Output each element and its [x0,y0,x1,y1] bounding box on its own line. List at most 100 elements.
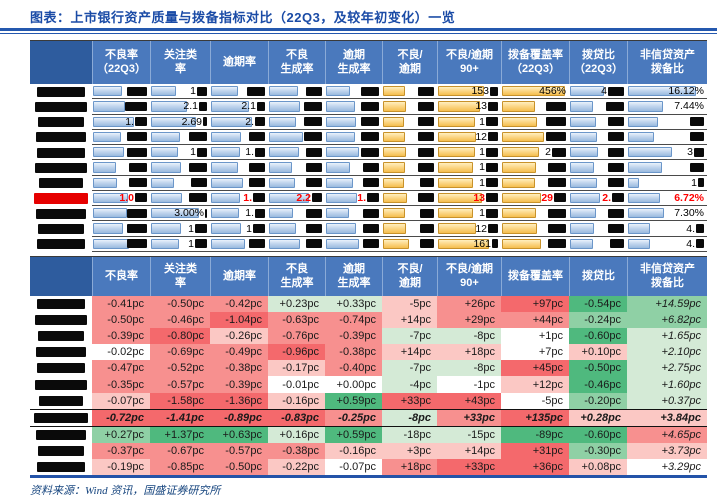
heatmap-cell: -0.39pc [92,328,150,345]
redacted-value [127,224,147,234]
bar-cell [501,130,569,146]
data-bar [502,101,535,112]
redacted-bank-label [37,299,85,310]
bar-cell-overlay [627,160,707,174]
data-bar [211,101,249,112]
redacted-value [127,208,147,218]
bar-cell [569,221,627,237]
data-bar [383,116,404,127]
bar-cell-overlay: 12 [437,221,501,235]
data-bar [326,208,349,219]
heatmap-cell: +33pc [437,409,501,426]
data-bar [93,131,121,143]
data-bar [570,238,594,249]
data-bar [211,147,240,158]
bar-cell [325,206,382,222]
bar-cell [382,191,437,207]
redacted-value [554,193,566,203]
row-label-cell [30,312,92,329]
cell-value: 2.2 [296,191,311,204]
row-label-cell [30,344,92,361]
column-header-line: 拨备比 [651,276,684,289]
data-bar [628,116,659,127]
data-bar [438,162,474,173]
heatmap-cell: +0.59pc [325,426,382,443]
redacted-value [361,147,379,157]
bar-cell [382,115,437,130]
data-bar [151,86,177,97]
table-row: -0.72pc -1.41pc -0.89pc -0.83pc -0.25pc -8pc +… [30,408,707,427]
bar-cell-overlay [268,221,325,235]
column-header-line: 关注类 [164,262,197,275]
heatmap-cell: -0.52pc [150,360,210,377]
redacted-value [546,101,566,111]
cell-value: 2 [545,146,551,159]
data-bar [570,208,596,219]
cell-value: 2.1 [241,100,256,113]
column-header: 不良/逾期 [382,257,437,296]
bar-cell-overlay [382,237,437,251]
heatmap-cell: -0.07pc [325,458,382,476]
table-row: +0.27pc +1.37pc +0.63pc +0.16pc +0.59pc -18pc… [30,426,707,443]
bar-cell: 1 [150,84,210,100]
redacted-value [546,117,566,127]
data-bar [269,147,299,158]
heatmap-cell: -0.41pc [92,296,150,313]
bar-cell-overlay [627,130,707,144]
redacted-value [306,224,322,234]
bar-cell: 1 [150,145,210,161]
bar-cell-overlay [92,221,150,235]
data-bar [211,162,238,173]
heatmap-cell: -0.57pc [210,442,268,459]
column-header: 逾期率 [210,41,268,84]
bar-cell: 3 [627,145,707,161]
heatmap-cell: -0.54pc [569,296,627,313]
heatmap-cell: -0.16pc [325,442,382,459]
column-header-line: 逾期 [343,48,365,61]
redacted-value [129,162,147,172]
redacted-value [488,101,498,111]
heatmap-cell: -0.01pc [268,376,325,393]
heatmap-cell: +1pc [501,328,569,345]
bar-cell: 2.1 [210,99,268,115]
bar-cell-overlay: 153 [437,84,501,98]
data-bar [438,223,477,234]
heatmap-cell: -0.07pc [92,392,150,409]
redacted-value [249,239,265,249]
column-header: 不良率 [92,257,150,296]
data-bar [383,208,405,219]
column-header: 不良/逾期 90+ [437,257,501,296]
redacted-value [548,224,566,234]
bar-cell [382,84,437,100]
column-header-line: 逾期 [343,262,365,275]
cell-value: 1 [479,176,485,189]
redacted-value [127,86,147,96]
redacted-bank-label [38,224,84,235]
table-row: -0.50pc -0.46pc -1.04pc -0.63pc -0.74pc +14pc… [30,312,707,329]
cell-value: 4. [686,237,695,250]
data-bar [502,116,538,127]
heatmap-cell: +33pc [437,458,501,476]
heatmap-cell: -1.58pc [150,392,210,409]
data-bar [326,116,356,127]
data-bar [269,208,293,219]
bar-cell-overlay: 16.12% [627,84,707,98]
heatmap-cell: -7pc [382,360,437,377]
row-label-cell [30,360,92,377]
redacted-value [696,224,704,234]
cell-value: 2. [602,191,611,204]
heatmap-cell: -1.36pc [210,392,268,409]
heatmap-cell: +135pc [501,409,569,426]
table-row: -0.37pc -0.67pc -0.57pc -0.38pc -0.16pc +3pc +… [30,442,707,459]
redacted-value [306,208,322,218]
redacted-value [249,178,265,188]
row-label-cell [30,237,92,252]
bar-cell: 4. [627,237,707,252]
redacted-value [612,193,624,203]
table-row: 3.00% 1. 1 7.30% [30,206,707,222]
bar-cell-overlay: 1 [150,221,210,235]
data-bar [269,223,297,234]
bar-cell-overlay: 1. [210,191,268,205]
data-bar [269,177,295,188]
bar-cell: 2.69 [150,115,210,130]
